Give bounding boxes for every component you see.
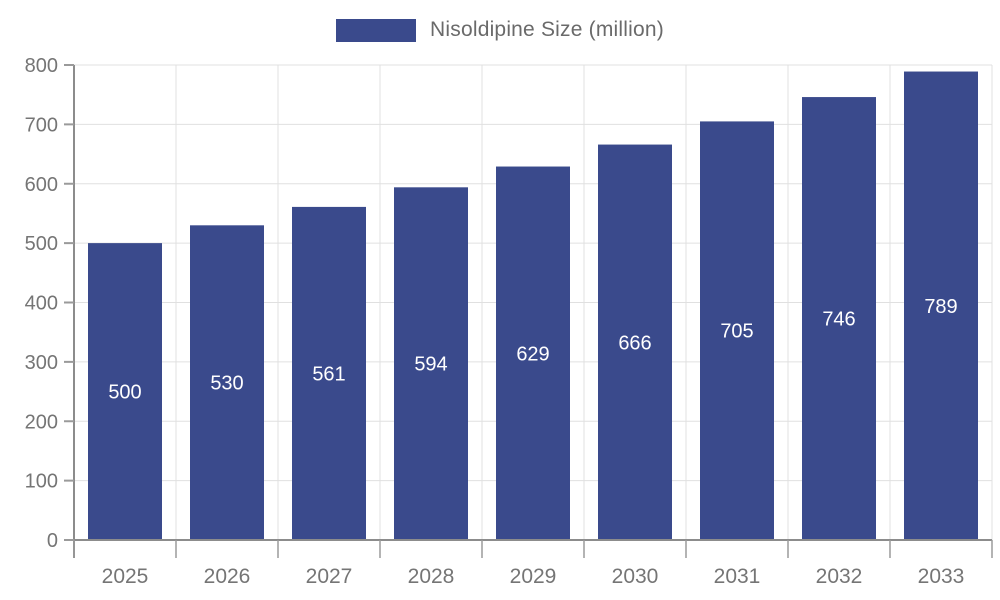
bar-2029 xyxy=(496,166,570,540)
x-axis-label: 2032 xyxy=(816,565,863,588)
x-axis-label: 2028 xyxy=(408,565,455,588)
x-axis-label: 2031 xyxy=(714,565,761,588)
bar-value-label: 561 xyxy=(312,363,345,385)
bar-value-label: 705 xyxy=(720,321,753,343)
x-axis-label: 2026 xyxy=(204,565,251,588)
bar-2032 xyxy=(802,97,876,540)
bar-value-label: 594 xyxy=(414,354,447,376)
y-axis-label: 200 xyxy=(25,411,58,433)
legend-swatch xyxy=(336,18,417,42)
legend-label: Nisoldipine Size (million) xyxy=(430,18,664,41)
bar-value-label: 789 xyxy=(924,296,957,318)
y-axis-label: 700 xyxy=(25,114,58,136)
bar-2026 xyxy=(190,225,264,540)
x-axis-label: 2025 xyxy=(102,565,149,588)
y-axis-label: 600 xyxy=(25,174,58,196)
y-axis-label: 800 xyxy=(25,55,58,77)
y-axis-label: 0 xyxy=(47,530,58,552)
y-axis-label: 300 xyxy=(25,352,58,374)
y-axis-label: 400 xyxy=(25,293,58,315)
bar-value-label: 500 xyxy=(108,382,141,404)
x-axis-label: 2033 xyxy=(918,565,965,588)
y-axis-label: 500 xyxy=(25,233,58,255)
bar-2027 xyxy=(292,206,366,540)
bar-2028 xyxy=(394,187,468,540)
bar-2025 xyxy=(88,243,162,540)
x-axis-label: 2029 xyxy=(510,565,557,588)
bar-2033 xyxy=(904,71,978,540)
bar-2031 xyxy=(700,121,774,540)
bar-2030 xyxy=(598,144,672,540)
bar-value-label: 629 xyxy=(516,343,549,365)
chart-legend: Nisoldipine Size (million) xyxy=(0,18,1000,42)
bar-value-label: 746 xyxy=(822,309,855,331)
x-axis-label: 2030 xyxy=(612,565,659,588)
bar-value-label: 666 xyxy=(618,332,651,354)
y-axis-label: 100 xyxy=(25,471,58,493)
x-axis-label: 2027 xyxy=(306,565,353,588)
bar-value-label: 530 xyxy=(210,373,243,395)
